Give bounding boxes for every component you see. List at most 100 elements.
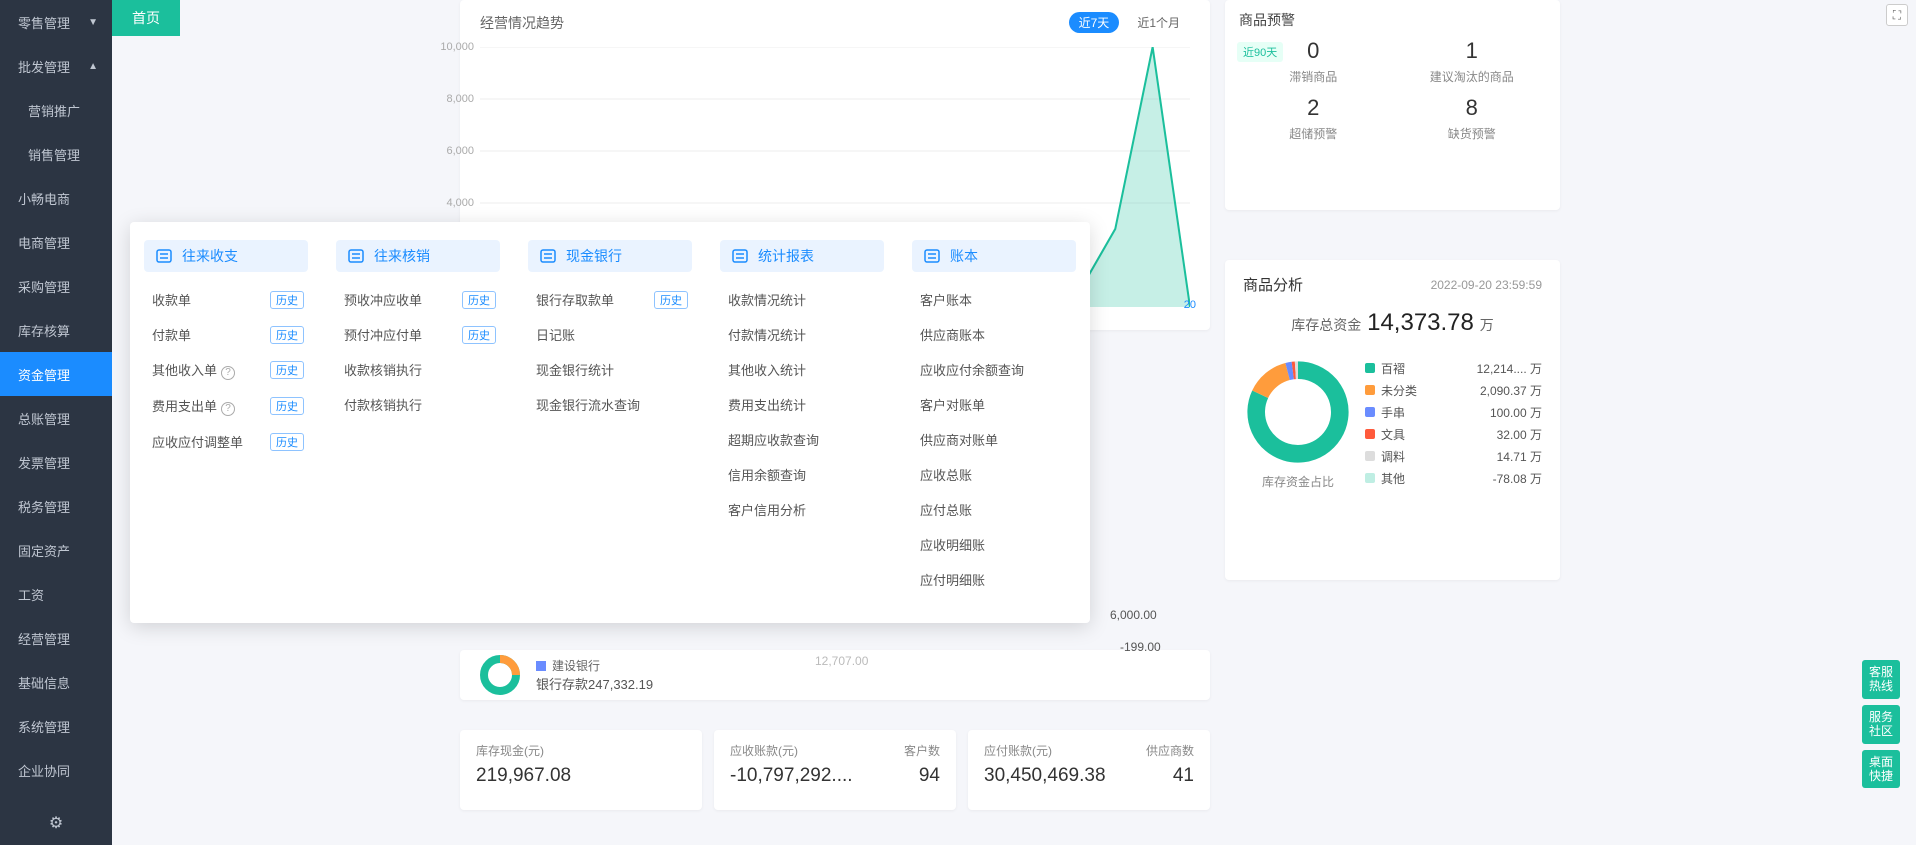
legend-value: -78.08 万 — [1493, 470, 1542, 487]
flyout-item-label: 收款核销执行 — [344, 360, 422, 379]
warning-cell-2[interactable]: 2超储预警 — [1239, 95, 1388, 142]
sidebar-item-15[interactable]: 基础信息 — [0, 660, 112, 704]
history-badge[interactable]: 历史 — [462, 291, 496, 309]
flyout-item-2-2[interactable]: 现金银行统计 — [528, 352, 692, 387]
flyout-item-1-3[interactable]: 付款核销执行 — [336, 387, 500, 422]
flyout-item-4-0[interactable]: 客户账本 — [912, 282, 1076, 317]
legend-swatch — [1365, 473, 1375, 483]
history-badge[interactable]: 历史 — [270, 291, 304, 309]
sidebar: 零售管理▼批发管理▲营销推广销售管理小畅电商电商管理采购管理库存核算资金管理总账… — [0, 0, 112, 845]
sidebar-item-13[interactable]: 工资 — [0, 572, 112, 616]
flyout-item-4-6[interactable]: 应付总账 — [912, 492, 1076, 527]
sidebar-item-12[interactable]: 固定资产 — [0, 528, 112, 572]
sidebar-item-label: 电商管理 — [18, 233, 70, 252]
sidebar-item-2[interactable]: 营销推广 — [0, 88, 112, 132]
flyout-item-label: 收款单 — [152, 290, 191, 309]
flyout-item-4-1[interactable]: 供应商账本 — [912, 317, 1076, 352]
flyout-col-header: 账本 — [912, 240, 1076, 272]
bank-legend-label: 建设银行 — [552, 657, 600, 674]
fullscreen-button[interactable]: ⛶ — [1886, 4, 1908, 26]
sidebar-item-4[interactable]: 小畅电商 — [0, 176, 112, 220]
tab-home[interactable]: 首页 — [112, 0, 180, 36]
float-button-0[interactable]: 客服热线 — [1862, 660, 1900, 699]
flyout-item-3-5[interactable]: 信用余额查询 — [720, 457, 884, 492]
float-button-1[interactable]: 服务社区 — [1862, 705, 1900, 744]
flyout-item-1-1[interactable]: 预付冲应付单历史 — [336, 317, 500, 352]
stat-value: -10,797,292.... — [730, 765, 853, 787]
flyout-item-label: 信用余额查询 — [728, 465, 806, 484]
flyout-item-1-2[interactable]: 收款核销执行 — [336, 352, 500, 387]
flyout-item-3-3[interactable]: 费用支出统计 — [720, 387, 884, 422]
float-button-2[interactable]: 桌面快捷 — [1862, 750, 1900, 789]
history-badge[interactable]: 历史 — [270, 433, 304, 451]
sidebar-item-10[interactable]: 发票管理 — [0, 440, 112, 484]
flyout-item-2-1[interactable]: 日记账 — [528, 317, 692, 352]
legend-name: 百褶 — [1381, 360, 1405, 377]
flyout-item-3-4[interactable]: 超期应收款查询 — [720, 422, 884, 457]
flyout-item-3-0[interactable]: 收款情况统计 — [720, 282, 884, 317]
flyout-item-0-1[interactable]: 付款单历史 — [144, 317, 308, 352]
range-1m-button[interactable]: 近1个月 — [1127, 12, 1190, 33]
sidebar-item-label: 资金管理 — [18, 365, 70, 384]
legend-value: 2,090.37 万 — [1480, 382, 1542, 399]
bank-legend-swatch — [536, 661, 546, 671]
sidebar-item-3[interactable]: 销售管理 — [0, 132, 112, 176]
sidebar-item-14[interactable]: 经营管理 — [0, 616, 112, 660]
flyout-item-2-3[interactable]: 现金银行流水查询 — [528, 387, 692, 422]
history-badge[interactable]: 历史 — [462, 326, 496, 344]
flyout-item-4-2[interactable]: 应收应付余额查询 — [912, 352, 1076, 387]
history-badge[interactable]: 历史 — [270, 361, 304, 379]
sidebar-item-17[interactable]: 企业协同 — [0, 748, 112, 792]
sidebar-item-0[interactable]: 零售管理▼ — [0, 0, 112, 44]
range-7d-button[interactable]: 近7天 — [1069, 12, 1120, 33]
flyout-item-3-1[interactable]: 付款情况统计 — [720, 317, 884, 352]
flyout-item-4-4[interactable]: 供应商对账单 — [912, 422, 1076, 457]
history-badge[interactable]: 历史 — [654, 291, 688, 309]
flyout-col-0: 往来收支收款单历史付款单历史其他收入单?历史费用支出单?历史应收应付调整单历史 — [130, 240, 322, 597]
legend-name: 未分类 — [1381, 382, 1417, 399]
help-icon[interactable]: ? — [221, 402, 235, 416]
sidebar-item-label: 批发管理 — [18, 57, 70, 76]
flyout-item-4-8[interactable]: 应付明细账 — [912, 562, 1076, 597]
warning-cell-1[interactable]: 1建议淘汰的商品 — [1398, 38, 1547, 85]
bank-pie-icon — [480, 655, 520, 695]
chart-title: 经营情况趋势 — [480, 13, 564, 33]
flyout-item-label: 应收应付余额查询 — [920, 360, 1024, 379]
flyout-item-label: 现金银行统计 — [536, 360, 614, 379]
legend-row-4: 调料14.71 万 — [1365, 445, 1542, 467]
sidebar-item-label: 固定资产 — [18, 541, 70, 560]
sidebar-item-label: 发票管理 — [18, 453, 70, 472]
flyout-item-0-0[interactable]: 收款单 历史 — [144, 282, 308, 317]
sidebar-item-label: 零售管理 — [18, 13, 70, 32]
sidebar-item-5[interactable]: 电商管理 — [0, 220, 112, 264]
stat-label: 应付账款(元) — [984, 742, 1052, 759]
flyout-item-2-0[interactable]: 银行存取款单历史 — [528, 282, 692, 317]
settings-gear-icon[interactable]: ⚙ — [0, 801, 112, 845]
warning-cell-3[interactable]: 8缺货预警 — [1398, 95, 1547, 142]
flyout-header-label: 往来收支 — [182, 246, 238, 266]
flyout-header-label: 统计报表 — [758, 246, 814, 266]
sidebar-item-8[interactable]: 资金管理 — [0, 352, 112, 396]
sidebar-item-6[interactable]: 采购管理 — [0, 264, 112, 308]
flyout-item-0-3[interactable]: 费用支出单?历史 — [144, 388, 308, 424]
flyout-item-0-4[interactable]: 应收应付调整单历史 — [144, 424, 308, 459]
flyout-item-1-0[interactable]: 预收冲应收单历史 — [336, 282, 500, 317]
flyout-item-label: 付款情况统计 — [728, 325, 806, 344]
flyout-item-3-6[interactable]: 客户信用分析 — [720, 492, 884, 527]
sidebar-item-16[interactable]: 系统管理 — [0, 704, 112, 748]
flyout-item-4-3[interactable]: 客户对账单 — [912, 387, 1076, 422]
history-badge[interactable]: 历史 — [270, 326, 304, 344]
flyout-item-4-5[interactable]: 应收总账 — [912, 457, 1076, 492]
sidebar-item-1[interactable]: 批发管理▲ — [0, 44, 112, 88]
flyout-item-3-2[interactable]: 其他收入统计 — [720, 352, 884, 387]
bank-total: 银行存款247,332.19 — [536, 674, 1190, 693]
flyout-item-4-7[interactable]: 应收明细账 — [912, 527, 1076, 562]
sidebar-item-9[interactable]: 总账管理 — [0, 396, 112, 440]
warning-num: 8 — [1398, 95, 1547, 121]
flyout-item-0-2[interactable]: 其他收入单?历史 — [144, 352, 308, 388]
sidebar-item-11[interactable]: 税务管理 — [0, 484, 112, 528]
sidebar-item-7[interactable]: 库存核算 — [0, 308, 112, 352]
sidebar-item-label: 工资 — [18, 585, 44, 604]
help-icon[interactable]: ? — [221, 366, 235, 380]
history-badge[interactable]: 历史 — [270, 397, 304, 415]
